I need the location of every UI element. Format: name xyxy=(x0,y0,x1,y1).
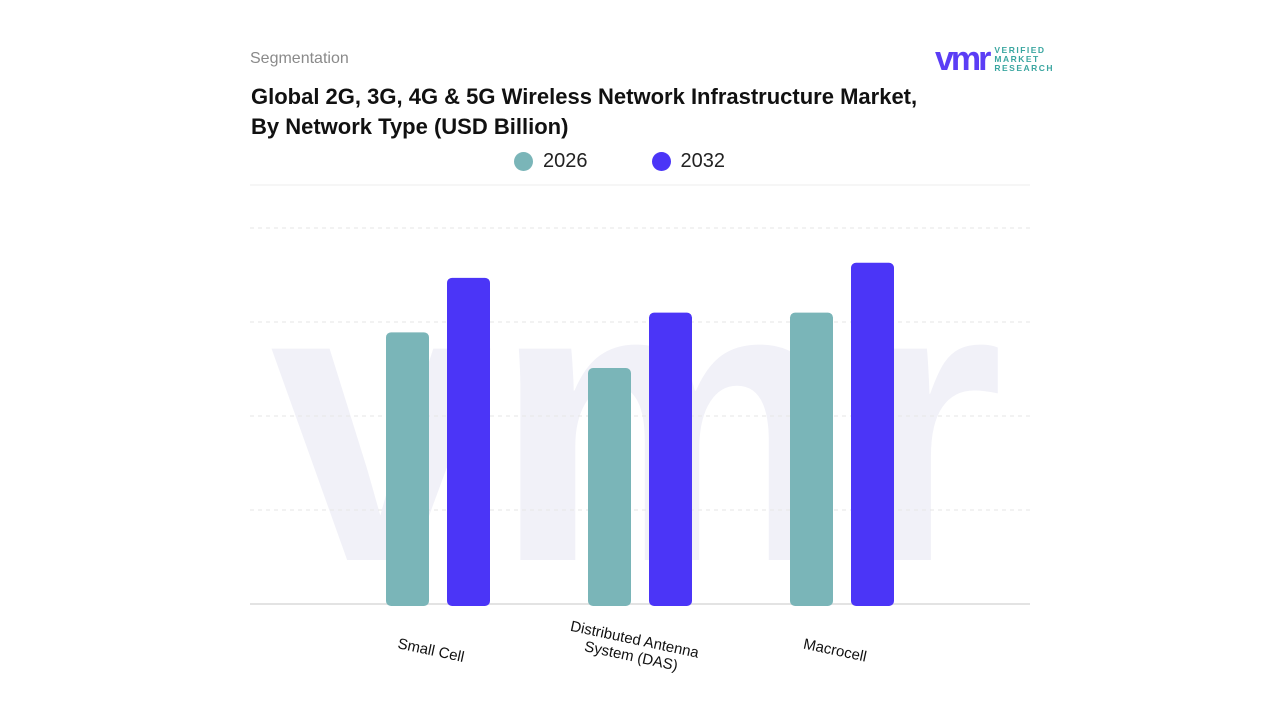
vmr-logo-icon: vmr xyxy=(935,40,991,78)
bar-2026-distributed-antenna-system-das-[interactable] xyxy=(588,368,631,606)
bar-2032-small-cell[interactable] xyxy=(447,277,490,606)
chart-title: Global 2G, 3G, 4G & 5G Wireless Network … xyxy=(251,84,918,139)
legend-item-2032[interactable]: 2032 xyxy=(651,150,726,173)
section-label: Segmentation xyxy=(250,50,349,67)
legend-swatch-2026 xyxy=(514,152,533,171)
bar-2026-macrocell[interactable] xyxy=(790,312,833,606)
logo-text: VERIFIED MARKET RESEARCH xyxy=(994,44,1055,73)
legend-item-2026[interactable]: 2026 xyxy=(514,150,588,173)
legend-swatch-2032 xyxy=(651,152,671,171)
legend-label-2032: 2032 xyxy=(680,150,726,172)
legend-label-2026: 2026 xyxy=(543,150,588,172)
brand-logo: vmr VERIFIED MARKET RESEARCH xyxy=(935,40,1055,78)
bar-2032-distributed-antenna-system-das-[interactable] xyxy=(649,312,692,606)
bar-2032-macrocell[interactable] xyxy=(851,262,894,606)
legend: 2026 2032 xyxy=(514,150,725,173)
bar-2026-small-cell[interactable] xyxy=(386,332,429,606)
